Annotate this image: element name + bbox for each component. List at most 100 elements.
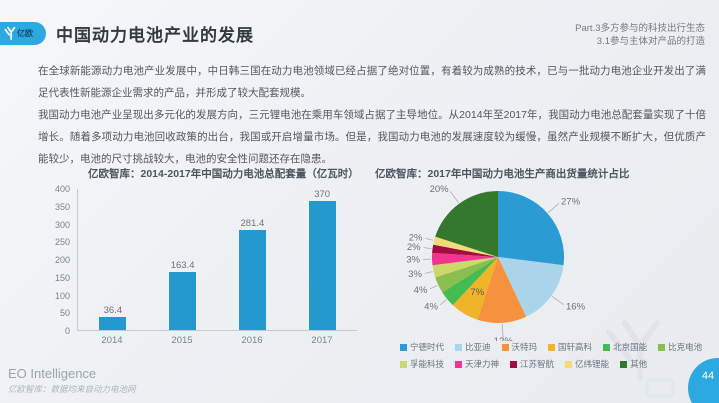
y-tick-label: 200 xyxy=(54,255,70,265)
charts-row: 亿欧智库：2014-2017年中国动力电池总配套量（亿瓦时） 0 50 100 150… xyxy=(0,160,719,375)
pie-percent-label: 3% xyxy=(408,269,422,280)
pie-label-leader-line xyxy=(423,247,432,249)
pie-slice-天津力神 xyxy=(431,252,498,266)
watermark-logo-icon xyxy=(606,320,675,398)
pie-slice-江苏智航 xyxy=(432,244,498,257)
pie-percent-label: 12% xyxy=(494,336,514,341)
section-line-1: Part.3多方参与的科技出行生态 xyxy=(575,23,705,34)
pie-label-leader-line xyxy=(450,191,459,204)
legend-label: 亿纬锂能 xyxy=(575,359,610,369)
legend-item: 天津力神 xyxy=(455,358,499,370)
y-tick-label: 400 xyxy=(54,184,70,194)
pie-percent-label: 7% xyxy=(470,287,484,298)
bar-column: 163.4 xyxy=(148,189,218,330)
y-tick-label: 350 xyxy=(54,201,70,212)
legend-label: 沃特玛 xyxy=(511,342,538,352)
bar-value-label: 36.4 xyxy=(103,305,123,317)
bar-chart-section: 亿欧智库：2014-2017年中国动力电池总配套量（亿瓦时） 0 50 100 150… xyxy=(0,160,360,375)
bar-chart-title: 亿欧智库：2014-2017年中国动力电池总配套量（亿瓦时） xyxy=(88,168,359,180)
bar-chart-x-axis: 2014 2015 2016 2017 xyxy=(77,335,357,346)
legend-label: 其他 xyxy=(630,359,648,369)
pie-label-leader-line xyxy=(439,299,447,306)
pie-slice-亿纬锂能 xyxy=(433,236,498,257)
body-paragraph-1: 在全球新能源动力电池产业发展中，中日韩三国在动力电池领域已经占据了绝对位置，有着… xyxy=(38,65,706,99)
legend-label: 国轩高科 xyxy=(558,342,593,352)
body-text: 在全球新能源动力电池产业发展中，中日韩三国在动力电池领域已经占据了绝对位置，有着… xyxy=(38,60,706,170)
pie-slice-其他 xyxy=(435,190,498,257)
bar-column: 370 xyxy=(287,189,357,330)
eo-y-icon xyxy=(4,26,16,41)
legend-swatch xyxy=(658,343,666,351)
legend-item: 江苏智航 xyxy=(510,358,554,370)
legend-swatch xyxy=(565,360,573,368)
pie-percent-label: 16% xyxy=(566,301,586,312)
pie-percent-label: 20% xyxy=(430,184,450,195)
bar-value-label: 370 xyxy=(314,189,331,200)
legend-label: 天津力神 xyxy=(465,359,500,369)
bar-chart: 0 50 100 150 200 250 300 350 400 36.4 163.4 281.4 3… xyxy=(40,184,360,354)
legend-item: 比亚迪 xyxy=(455,341,491,353)
pie-label-leader-line xyxy=(551,296,564,305)
pie-slice-宁德时代 xyxy=(498,191,565,266)
pie-slice-北京国能 xyxy=(442,257,498,306)
legend-swatch xyxy=(455,343,463,351)
x-tick-label: 2015 xyxy=(171,335,193,346)
legend-item: 比克电池 xyxy=(658,341,702,353)
pie-chart-section: 亿欧智库：2017年中国动力电池生产商出货量统计占比 27% 16% 12% 7% 4%… xyxy=(360,160,719,375)
section-line-2: 3.1参与主体对产品的打造 xyxy=(596,36,705,47)
bar-chart-y-axis: 0 50 100 150 200 250 300 350 400 xyxy=(40,184,70,336)
bar-value-label: 163.4 xyxy=(170,260,195,271)
pie-percent-label: 3% xyxy=(406,255,420,266)
y-tick-label: 150 xyxy=(54,272,70,283)
pie-percent-label: 2% xyxy=(409,233,423,244)
x-tick-label: 2017 xyxy=(311,335,333,346)
legend-row: 宁德时代 比亚迪 沃特玛 国轩高科 北京国能 比克电池 xyxy=(400,341,719,353)
bar xyxy=(308,201,336,330)
y-tick-label: 100 xyxy=(54,290,70,301)
bar-column: 36.4 xyxy=(78,189,148,330)
legend-label: 江苏智航 xyxy=(520,359,555,369)
y-tick-label: 0 xyxy=(64,326,70,336)
pie-label-leader-line xyxy=(424,271,433,274)
y-tick-label: 300 xyxy=(54,219,70,230)
legend-swatch xyxy=(603,343,611,351)
pie-label-leader-line xyxy=(548,203,560,213)
pie-legend: 宁德时代 比亚迪 沃特玛 国轩高科 北京国能 比克电池孚能科技 天津力神 江苏智航 亿纬锂能 其他 xyxy=(400,341,719,370)
legend-swatch xyxy=(548,343,556,351)
pie-slice-沃特玛 xyxy=(477,257,527,324)
legend-swatch xyxy=(400,360,407,368)
body-paragraph-2: 我国动力电池产业呈现出多元化的发展方向，三元锂电池在乘用车领域占据了主导地位。从… xyxy=(38,109,706,165)
legend-label: 孚能科技 xyxy=(410,359,445,369)
legend-item: 宁德时代 xyxy=(400,341,444,353)
legend-swatch xyxy=(455,360,463,368)
y-tick-label: 250 xyxy=(54,237,70,248)
legend-item: 北京国能 xyxy=(603,341,647,353)
pie-label-leader-line xyxy=(501,323,504,338)
legend-label: 北京国能 xyxy=(613,342,648,352)
pie-percent-label: 4% xyxy=(414,285,428,296)
pie-slice-国轩高科 xyxy=(452,257,498,320)
legend-swatch xyxy=(400,343,407,351)
legend-row: 孚能科技 天津力神 江苏智航 亿纬锂能 其他 xyxy=(400,358,719,370)
page-number: 44 xyxy=(701,370,715,382)
legend-item: 其他 xyxy=(620,358,647,370)
legend-label: 宁德时代 xyxy=(410,342,445,352)
bar-column: 281.4 xyxy=(218,189,288,330)
pie-label-leader-line xyxy=(429,285,438,290)
brand-text: EO Intelligence xyxy=(8,366,97,381)
page-title: 中国动力电池产业的发展 xyxy=(56,26,254,45)
bar xyxy=(99,317,127,330)
eo-logo-text: 亿欧 xyxy=(17,29,33,38)
y-tick-label: 50 xyxy=(59,308,70,319)
pie-slice-比克电池 xyxy=(435,257,498,293)
legend-swatch xyxy=(620,360,628,368)
section-breadcrumb: Part.3多方参与的科技出行生态 3.1参与主体对产品的打造 xyxy=(575,22,705,48)
pie-chart: 27% 16% 12% 7% 4% 4% 3% 3% 2%2% 20% xyxy=(406,184,586,341)
legend-item: 沃特玛 xyxy=(501,341,538,353)
pie-slice-比亚迪 xyxy=(498,257,564,317)
legend-item: 国轩高科 xyxy=(548,341,592,353)
x-tick-label: 2014 xyxy=(101,335,123,346)
bar xyxy=(169,272,197,330)
bar-chart-plot: 36.4 163.4 281.4 370 xyxy=(77,189,357,331)
